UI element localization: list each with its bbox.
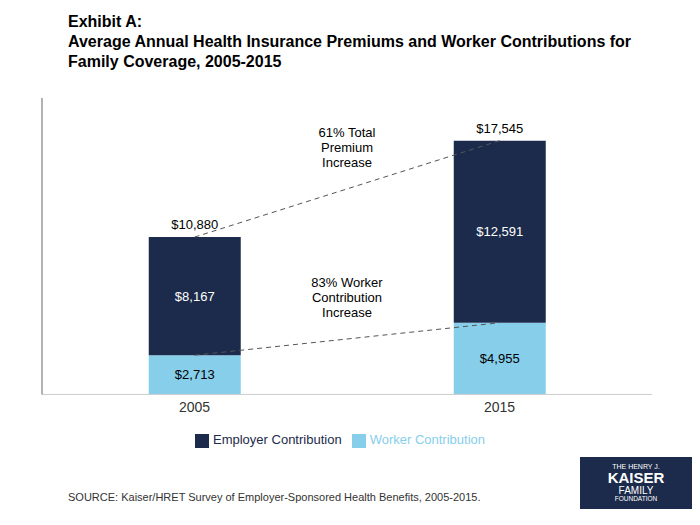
html-text:Family Coverage, 2005-2015: Family Coverage, 2005-2015: [68, 53, 282, 70]
html-text:Worker Contribution: Worker Contribution: [369, 432, 485, 448]
svg-text:$4,955: $4,955: [480, 351, 520, 366]
svg-text:83% WorkerContributionIncrease: 83% WorkerContributionIncrease: [311, 275, 383, 320]
html-text:Exhibit A:: Exhibit A:: [68, 13, 143, 30]
html-text:SOURCE: Kaiser/HRET Survey of: SOURCE: Kaiser/HRET Survey of Employer-S…: [68, 491, 481, 503]
html-text:FOUNDATION: FOUNDATION: [614, 495, 658, 503]
svg-text:$10,880: $10,880: [171, 217, 218, 232]
svg-text:2015: 2015: [484, 399, 515, 415]
svg-text:$2,713: $2,713: [175, 367, 215, 382]
html-text:KAISER: KAISER: [607, 469, 665, 487]
html-text:Average Annual Health Insuranc: Average Annual Health Insurance Premiums…: [68, 33, 632, 50]
svg-text:$12,591: $12,591: [476, 224, 523, 239]
svg-text:2005: 2005: [179, 399, 210, 415]
svg-text:61% TotalPremiumIncrease: 61% TotalPremiumIncrease: [319, 125, 376, 170]
svg-text:$8,167: $8,167: [175, 289, 215, 304]
html-text:THE HENRY J.: THE HENRY J.: [612, 462, 660, 470]
html-text:Employer Contribution: Employer Contribution: [213, 432, 342, 448]
html-text:FAMILY: FAMILY: [618, 484, 654, 496]
svg-text:$17,545: $17,545: [476, 121, 523, 136]
